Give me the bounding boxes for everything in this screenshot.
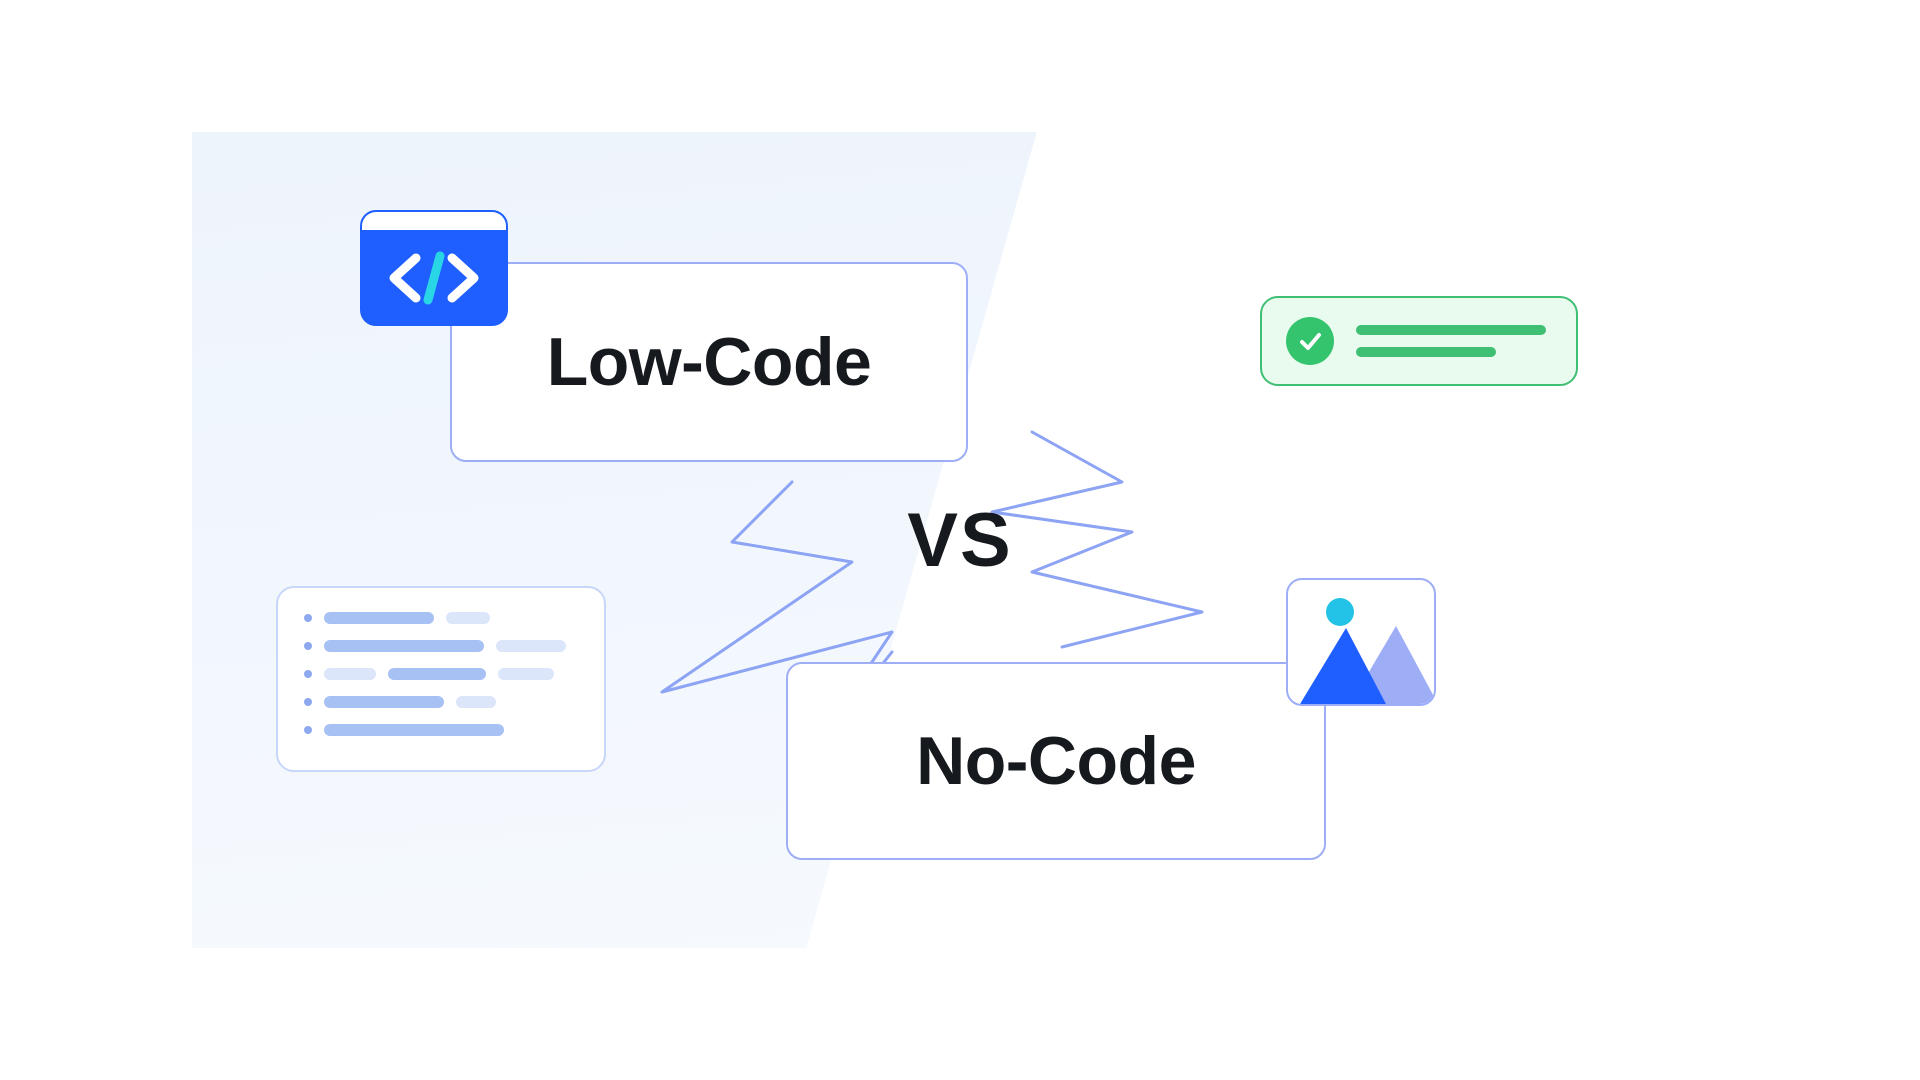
code-window-titlebar xyxy=(362,212,506,232)
bullet-dot xyxy=(304,642,312,650)
code-line-row xyxy=(304,612,578,624)
code-brackets-icon xyxy=(362,232,506,324)
code-line-row xyxy=(304,696,578,708)
toast-line xyxy=(1356,325,1546,335)
lowcode-label: Low-Code xyxy=(547,323,872,401)
code-window-icon xyxy=(360,210,508,326)
code-lines-panel xyxy=(276,586,606,772)
code-segment xyxy=(324,724,504,736)
nocode-card: No-Code xyxy=(786,662,1326,860)
lowcode-card: Low-Code xyxy=(450,262,968,462)
code-segment xyxy=(496,640,566,652)
code-line-row xyxy=(304,668,578,680)
code-segment xyxy=(324,612,434,624)
code-segment xyxy=(498,668,554,680)
bullet-dot xyxy=(304,670,312,678)
bullet-dot xyxy=(304,726,312,734)
bullet-dot xyxy=(304,614,312,622)
code-segment xyxy=(456,696,496,708)
code-line-row xyxy=(304,724,578,736)
nocode-label: No-Code xyxy=(916,722,1196,800)
toast-line xyxy=(1356,347,1496,357)
toast-lines xyxy=(1356,325,1552,357)
code-segment xyxy=(324,668,376,680)
checkmark-icon xyxy=(1286,317,1334,365)
image-placeholder-icon xyxy=(1286,578,1436,706)
code-line-row xyxy=(304,640,578,652)
code-segment xyxy=(324,696,444,708)
code-segment xyxy=(324,640,484,652)
code-segment xyxy=(446,612,490,624)
code-segment xyxy=(388,668,486,680)
success-toast xyxy=(1260,296,1578,386)
bullet-dot xyxy=(304,698,312,706)
infographic-canvas: Low-Code No-Code VS xyxy=(192,132,1728,948)
